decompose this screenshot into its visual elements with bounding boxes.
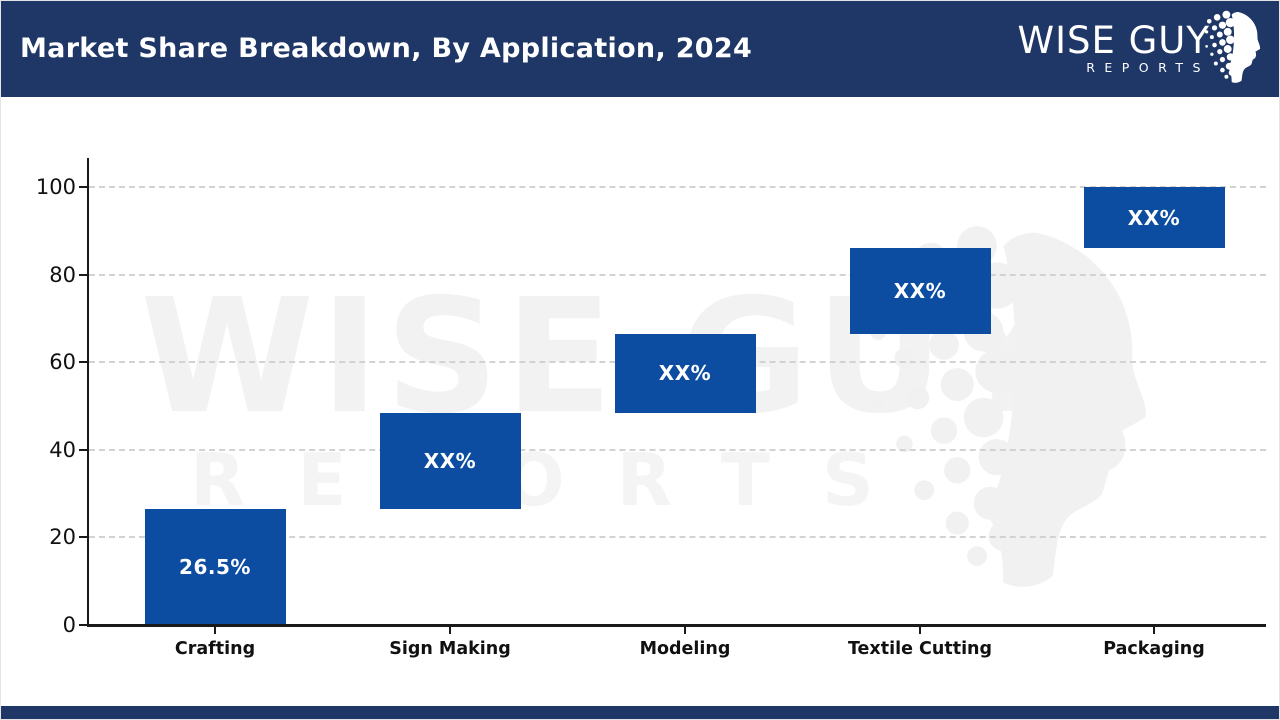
y-tick <box>79 186 87 188</box>
y-tick <box>79 448 87 451</box>
y-tick <box>79 273 87 276</box>
grid-line <box>89 186 1266 188</box>
wiseguy-head-icon <box>1204 10 1261 83</box>
x-tick <box>919 627 921 634</box>
wiseguy-logo: WISE GUY REPORTS <box>1018 9 1266 89</box>
grid-line <box>89 273 1266 276</box>
waterfall-bar: 26.5% <box>144 508 286 625</box>
header-bar: Market Share Breakdown, By Application, … <box>0 0 1280 97</box>
x-axis-category-label: Textile Cutting <box>847 639 993 659</box>
page-title: Market Share Breakdown, By Application, … <box>20 33 753 64</box>
bar-value-label: XX% <box>893 279 947 304</box>
bar-value-label: XX% <box>1127 205 1181 230</box>
y-axis-line <box>87 158 89 627</box>
y-axis-tick-label: 60 <box>49 350 76 375</box>
waterfall-bar: XX% <box>379 412 521 509</box>
waterfall-bar: XX% <box>849 248 991 334</box>
y-tick <box>79 536 87 539</box>
waterfall-bar: XX% <box>1083 187 1225 249</box>
x-tick <box>684 627 686 634</box>
x-axis-category-label: Crafting <box>174 639 256 659</box>
y-tick <box>79 361 87 364</box>
bar-value-label: XX% <box>423 448 477 473</box>
waterfall-bar: XX% <box>614 333 756 413</box>
y-tick <box>79 624 87 626</box>
y-axis-tick-label: 0 <box>62 613 76 637</box>
y-axis-tick-label: 20 <box>49 525 76 550</box>
bar-value-label: XX% <box>658 361 712 386</box>
y-axis-tick-label: 40 <box>49 437 76 462</box>
x-tick <box>214 627 216 634</box>
y-axis-tick-label: 80 <box>49 262 76 287</box>
x-axis-category-label: Packaging <box>1103 639 1205 659</box>
x-tick <box>449 627 451 634</box>
x-axis-category-label: Modeling <box>639 639 731 659</box>
grid-line <box>89 536 1266 539</box>
x-tick <box>1153 627 1155 634</box>
bar-value-label: 26.5% <box>179 554 251 579</box>
x-axis-line <box>87 624 1266 627</box>
x-axis-category-label: Sign Making <box>389 639 511 659</box>
grid-line <box>89 448 1266 451</box>
footer-bar <box>0 706 1280 720</box>
logo-wordmark: WISE GUY <box>1017 19 1210 63</box>
logo-subtext: REPORTS <box>1086 60 1210 76</box>
wiseguy-logo-text: WISE GUY REPORTS <box>1018 22 1210 75</box>
y-axis-tick-label: 100 <box>35 175 76 199</box>
